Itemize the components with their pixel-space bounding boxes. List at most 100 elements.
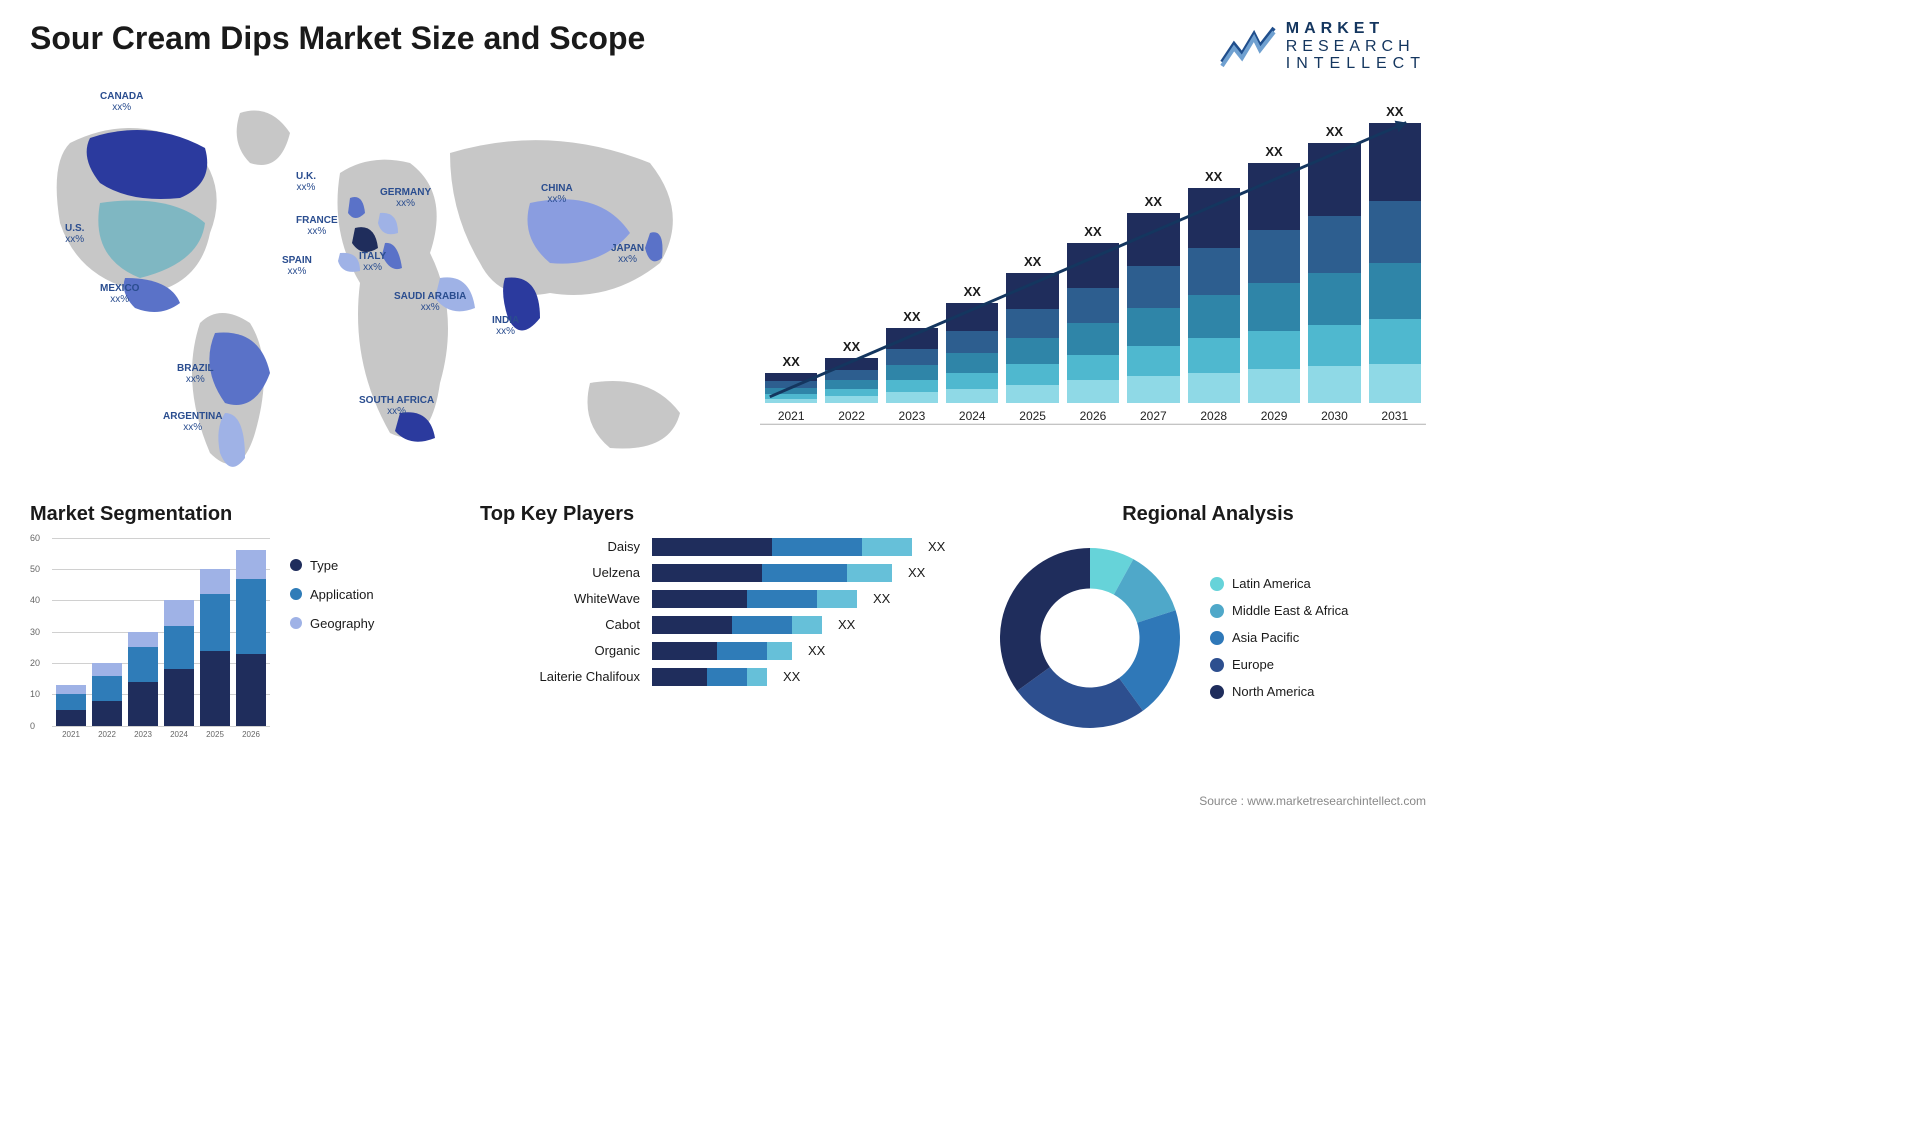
growth-year-label: 2025 — [1019, 409, 1046, 423]
segmentation-legend: TypeApplicationGeography — [290, 538, 374, 748]
seg-legend-item: Application — [290, 587, 374, 602]
growth-chart-panel: XX2021XX2022XX2023XX2024XX2025XX2026XX20… — [760, 83, 1426, 483]
growth-year-label: 2029 — [1261, 409, 1288, 423]
growth-bar: XX 2021 — [765, 354, 817, 423]
map-country-label: ARGENTINAxx% — [163, 411, 222, 433]
map-country-label: FRANCExx% — [296, 215, 338, 237]
regional-legend-item: Middle East & Africa — [1210, 603, 1348, 618]
growth-bar: XX2027 — [1127, 194, 1179, 423]
growth-bar: XX 2024 — [946, 284, 998, 423]
seg-legend-item: Geography — [290, 616, 374, 631]
key-player-value: XX — [873, 591, 890, 606]
growth-bar-value-label: XX — [1145, 194, 1162, 209]
key-players-chart: DaisyXXUelzenaXXWhiteWaveXXCabotXXOrgani… — [480, 538, 960, 686]
source-attribution: Source : www.marketresearchintellect.com — [1199, 794, 1426, 808]
page-title: Sour Cream Dips Market Size and Scope — [30, 20, 645, 57]
segmentation-panel: Market Segmentation 0102030405060 202120… — [30, 503, 450, 763]
regional-legend-item: Europe — [1210, 657, 1348, 672]
key-player-label: Uelzena — [520, 565, 640, 580]
key-players-panel: Top Key Players DaisyXXUelzenaXXWhiteWav… — [480, 503, 960, 763]
map-country-label: INDIAxx% — [492, 315, 519, 337]
regional-title: Regional Analysis — [990, 503, 1426, 526]
key-player-value: XX — [928, 539, 945, 554]
world-map-panel: CANADAxx%U.S.xx%MEXICOxx%BRAZILxx%ARGENT… — [30, 83, 730, 483]
seg-bar — [164, 600, 194, 725]
seg-year-label: 2022 — [92, 726, 122, 748]
map-country-label: MEXICOxx% — [100, 283, 139, 305]
regional-panel: Regional Analysis Latin America Middle Ea… — [990, 503, 1426, 763]
growth-year-label: 2024 — [959, 409, 986, 423]
segmentation-title: Market Segmentation — [30, 503, 450, 526]
key-player-row: Laiterie ChalifouxXX — [520, 668, 960, 686]
growth-bar-value-label: XX — [1205, 169, 1222, 184]
logo-line3: INTELLECT — [1286, 55, 1426, 73]
growth-bar: XX 2022 — [825, 339, 877, 423]
key-player-row: WhiteWave XX — [520, 590, 960, 608]
growth-year-label: 2030 — [1321, 409, 1348, 423]
header: Sour Cream Dips Market Size and Scope MA… — [30, 20, 1426, 73]
map-country-label: U.S.xx% — [65, 223, 84, 245]
seg-ytick-label: 20 — [30, 658, 40, 668]
top-row: CANADAxx%U.S.xx%MEXICOxx%BRAZILxx%ARGENT… — [30, 83, 1426, 483]
growth-bar: XX 2026 — [1067, 224, 1119, 423]
map-country-label: CHINAxx% — [541, 183, 573, 205]
growth-bar: XX 2030 — [1308, 124, 1360, 423]
bottom-row: Market Segmentation 0102030405060 202120… — [30, 503, 1426, 763]
key-player-row: OrganicXX — [520, 642, 960, 660]
map-country-label: U.K.xx% — [296, 171, 316, 193]
regional-donut-chart — [990, 538, 1190, 738]
key-player-row: CabotXX — [520, 616, 960, 634]
seg-year-label: 2025 — [200, 726, 230, 748]
growth-year-label: 2026 — [1080, 409, 1107, 423]
growth-bar-value-label: XX — [1386, 104, 1403, 119]
key-player-label: Laiterie Chalifoux — [520, 669, 640, 684]
logo-line2: RESEARCH — [1286, 38, 1426, 56]
growth-bar-value-label: XX — [1024, 254, 1041, 269]
growth-bar-value-label: XX — [783, 354, 800, 369]
key-player-row: UelzenaXX — [520, 564, 960, 582]
regional-legend: Latin AmericaMiddle East & AfricaAsia Pa… — [1210, 576, 1348, 699]
key-player-value: XX — [808, 643, 825, 658]
map-country-label: GERMANYxx% — [380, 187, 431, 209]
growth-chart: XX2021XX2022XX2023XX2024XX2025XX2026XX20… — [760, 103, 1426, 483]
logo-text: MARKET RESEARCH INTELLECT — [1286, 20, 1426, 73]
growth-bar-value-label: XX — [1326, 124, 1343, 139]
map-country-label: CANADAxx% — [100, 91, 143, 113]
seg-bar — [200, 569, 230, 726]
growth-bar-value-label: XX — [964, 284, 981, 299]
world-map: CANADAxx%U.S.xx%MEXICOxx%BRAZILxx%ARGENT… — [30, 83, 730, 483]
regional-legend-item: North America — [1210, 684, 1348, 699]
seg-bar — [92, 663, 122, 726]
key-player-row: Daisy XX — [520, 538, 960, 556]
map-country-label: JAPANxx% — [611, 243, 644, 265]
growth-bar: XX2029 — [1248, 144, 1300, 423]
key-player-value: XX — [838, 617, 855, 632]
growth-year-label: 2022 — [838, 409, 865, 423]
segmentation-chart: 0102030405060 202120222023202420252026 — [30, 538, 270, 748]
regional-legend-item: Latin America — [1210, 576, 1348, 591]
key-player-label: Daisy — [520, 539, 640, 554]
logo: MARKET RESEARCH INTELLECT — [1220, 20, 1426, 73]
key-player-label: WhiteWave — [520, 591, 640, 606]
seg-ytick-label: 50 — [30, 564, 40, 574]
seg-ytick-label: 10 — [30, 689, 40, 699]
growth-year-label: 2021 — [778, 409, 805, 423]
growth-bar: XX2028 — [1188, 169, 1240, 423]
logo-line1: MARKET — [1286, 20, 1426, 38]
map-country-label: SAUDI ARABIAxx% — [394, 291, 466, 313]
logo-icon — [1220, 24, 1276, 68]
seg-ytick-label: 60 — [30, 533, 40, 543]
seg-bar — [128, 632, 158, 726]
seg-ytick-label: 0 — [30, 721, 35, 731]
seg-ytick-label: 30 — [30, 627, 40, 637]
donut-slice — [1000, 548, 1090, 691]
growth-bar-value-label: XX — [1084, 224, 1101, 239]
growth-year-label: 2031 — [1381, 409, 1408, 423]
seg-year-label: 2023 — [128, 726, 158, 748]
seg-year-label: 2024 — [164, 726, 194, 748]
seg-ytick-label: 40 — [30, 595, 40, 605]
growth-bar: XX 2025 — [1006, 254, 1058, 423]
map-country-label: SOUTH AFRICAxx% — [359, 395, 434, 417]
key-players-title: Top Key Players — [480, 503, 960, 526]
growth-bar-value-label: XX — [843, 339, 860, 354]
